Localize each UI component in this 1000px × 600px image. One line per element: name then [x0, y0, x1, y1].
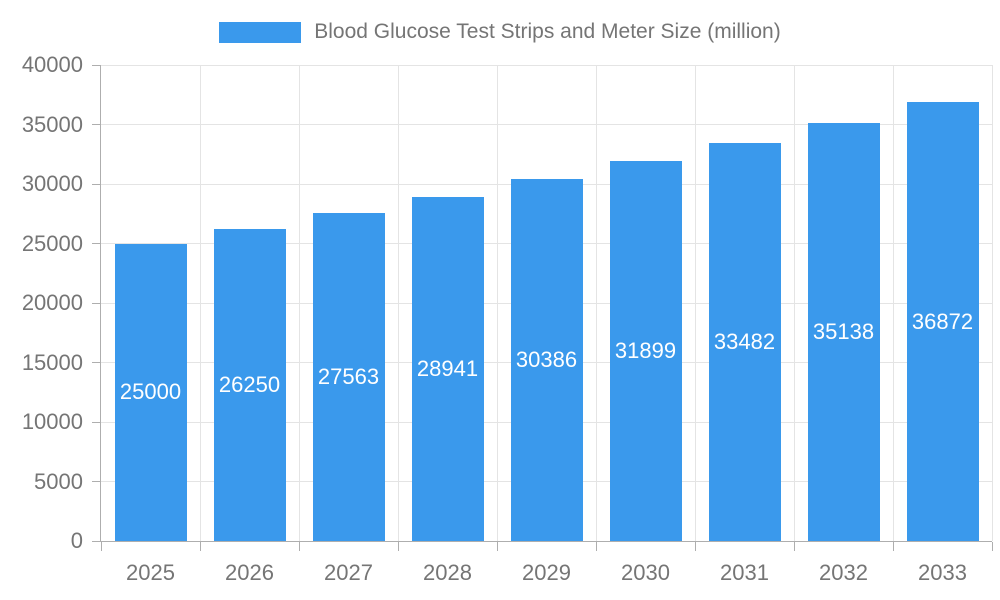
y-axis-label: 35000	[21, 111, 83, 137]
bar-2031[interactable]	[708, 142, 781, 541]
v-gridline	[496, 65, 498, 541]
x-axis-tick	[100, 542, 102, 551]
y-axis-line	[100, 65, 101, 542]
h-gridline	[101, 64, 992, 66]
y-axis-label: 0	[70, 528, 83, 553]
y-axis-label: 20000	[21, 290, 83, 315]
bar-value-label: 36872	[911, 308, 974, 334]
v-gridline	[892, 65, 894, 541]
x-axis-tick	[991, 542, 993, 551]
v-gridline	[793, 65, 795, 541]
x-axis-tick	[892, 542, 894, 551]
bar-value-label: 33482	[713, 328, 776, 354]
v-gridline	[199, 65, 201, 541]
y-axis-tick	[92, 421, 100, 423]
y-axis-tick	[92, 540, 100, 542]
x-axis-label-2032: 2032	[819, 560, 868, 585]
y-axis-tick	[92, 302, 100, 304]
x-axis-label-2031: 2031	[720, 560, 769, 585]
bar-value-label: 30386	[515, 347, 578, 373]
y-axis-label: 25000	[21, 230, 83, 256]
v-gridline	[298, 65, 300, 541]
y-axis-tick	[92, 362, 100, 363]
bar-value-label: 27563	[317, 364, 380, 389]
bar-value-label: 25000	[119, 379, 182, 405]
x-axis-label-2026: 2026	[225, 560, 274, 585]
v-gridline	[397, 65, 399, 541]
v-gridline	[595, 65, 597, 541]
x-axis-label-2028: 2028	[423, 560, 472, 585]
y-axis-label: 10000	[21, 409, 83, 434]
legend-swatch-icon	[219, 21, 302, 43]
bar-2027[interactable]	[312, 213, 385, 541]
x-axis-label-2027: 2027	[324, 560, 373, 585]
bar-value-label: 31899	[614, 338, 677, 364]
x-axis-tick	[397, 542, 399, 551]
legend[interactable]: Blood Glucose Test Strips and Meter Size…	[0, 21, 1000, 43]
bar-value-label: 35138	[812, 318, 875, 344]
x-axis-label-2029: 2029	[522, 560, 571, 585]
x-axis-tick	[199, 542, 201, 551]
x-axis-tick	[793, 542, 795, 551]
bar-value-label: 26250	[218, 371, 281, 397]
y-axis-tick	[92, 243, 100, 244]
x-axis-tick	[298, 542, 300, 551]
x-axis-tick	[694, 542, 696, 551]
bar-2033[interactable]	[906, 102, 979, 541]
v-gridline	[694, 65, 696, 541]
x-axis-tick	[595, 542, 597, 551]
bar-2030[interactable]	[609, 161, 682, 541]
v-gridline	[991, 65, 993, 541]
y-axis-tick	[92, 183, 100, 185]
y-axis-label: 15000	[21, 349, 83, 375]
x-axis-line	[101, 541, 992, 542]
h-gridline	[101, 124, 992, 125]
x-axis-label-2033: 2033	[918, 560, 967, 585]
bar-2028[interactable]	[411, 196, 484, 541]
y-axis-tick	[92, 124, 100, 125]
legend-label: Blood Glucose Test Strips and Meter Size…	[314, 20, 781, 43]
bar-value-label: 28941	[416, 355, 479, 381]
bar-2029[interactable]	[510, 179, 583, 541]
x-axis-label-2030: 2030	[621, 560, 670, 585]
bar-2032[interactable]	[807, 122, 880, 541]
bar-2025[interactable]	[114, 243, 187, 541]
y-axis-label: 30000	[21, 171, 83, 196]
x-axis-tick	[496, 542, 498, 551]
y-axis-label: 5000	[34, 468, 83, 494]
y-axis-label: 40000	[21, 52, 83, 77]
y-axis-tick	[92, 64, 100, 66]
x-axis-label-2025: 2025	[126, 560, 175, 585]
bar-2026[interactable]	[213, 228, 286, 541]
y-axis-tick	[92, 481, 100, 482]
